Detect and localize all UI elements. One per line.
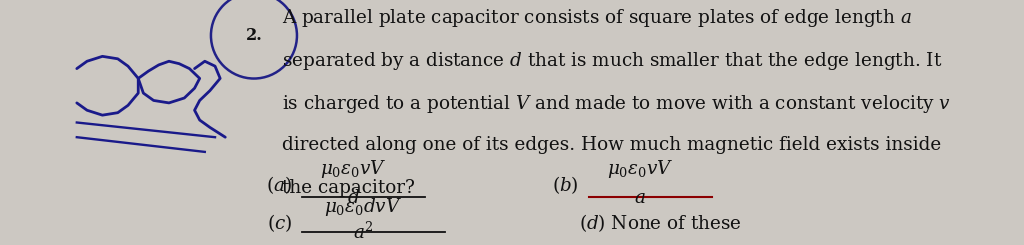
Text: directed along one of its edges. How much magnetic field exists inside: directed along one of its edges. How muc… [282, 136, 941, 154]
Text: $(b)$: $(b)$ [552, 174, 579, 196]
Text: $(c)$: $(c)$ [266, 212, 292, 234]
Text: $(d)$ None of these: $(d)$ None of these [579, 212, 741, 234]
Text: the capacitor?: the capacitor? [282, 179, 415, 197]
Text: $a$: $a$ [634, 189, 646, 207]
Text: 2.: 2. [246, 27, 262, 44]
Text: $d$: $d$ [347, 189, 359, 207]
Text: $a^2$: $a^2$ [353, 221, 374, 243]
Text: $(a)$: $(a)$ [266, 174, 292, 196]
Text: is charged to a potential $V$ and made to move with a constant velocity $v$: is charged to a potential $V$ and made t… [282, 93, 950, 115]
Text: $\mu_0\varepsilon_0 vV$: $\mu_0\varepsilon_0 vV$ [321, 158, 386, 180]
Text: A parallel plate capacitor consists of square plates of edge length $a$: A parallel plate capacitor consists of s… [282, 7, 911, 29]
Text: separated by a distance $d$ that is much smaller that the edge length. It: separated by a distance $d$ that is much… [282, 50, 942, 72]
Text: $\mu_0\varepsilon_0 dvV$: $\mu_0\varepsilon_0 dvV$ [325, 196, 402, 218]
Text: $\mu_0\varepsilon_0 vV$: $\mu_0\varepsilon_0 vV$ [607, 158, 673, 180]
